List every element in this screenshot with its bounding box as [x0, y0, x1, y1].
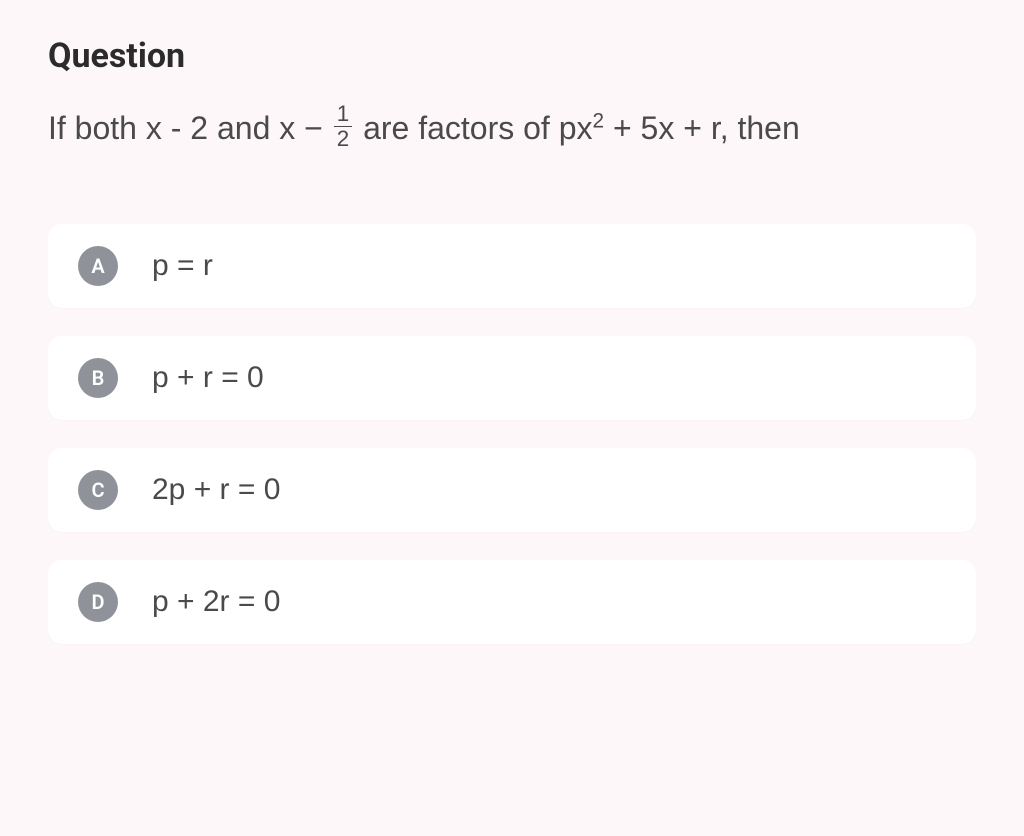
question-heading: Question	[48, 36, 976, 76]
options-list: A p = r B p + r = 0 C 2p + r = 0 D p + 2…	[48, 224, 976, 644]
exponent: 2	[593, 109, 605, 132]
question-prompt: If both x - 2 and x − 12 are factors of …	[48, 104, 976, 154]
option-badge-c: C	[78, 470, 118, 510]
option-text-b: p + r = 0	[152, 361, 264, 395]
option-b[interactable]: B p + r = 0	[48, 336, 976, 420]
option-a[interactable]: A p = r	[48, 224, 976, 308]
prompt-mid: are factors of px	[354, 110, 592, 146]
fraction-one-half: 12	[334, 103, 352, 151]
option-badge-b: B	[78, 358, 118, 398]
option-text-c: 2p + r = 0	[152, 473, 280, 507]
option-badge-a: A	[78, 246, 118, 286]
prompt-pre: If both x - 2 and x −	[48, 110, 332, 146]
option-text-a: p = r	[152, 249, 213, 283]
prompt-post: + 5x + r, then	[604, 110, 800, 146]
fraction-denominator: 2	[334, 127, 352, 150]
fraction-numerator: 1	[334, 103, 352, 127]
option-d[interactable]: D p + 2r = 0	[48, 560, 976, 644]
option-c[interactable]: C 2p + r = 0	[48, 448, 976, 532]
option-badge-d: D	[78, 582, 118, 622]
option-text-d: p + 2r = 0	[152, 585, 280, 619]
